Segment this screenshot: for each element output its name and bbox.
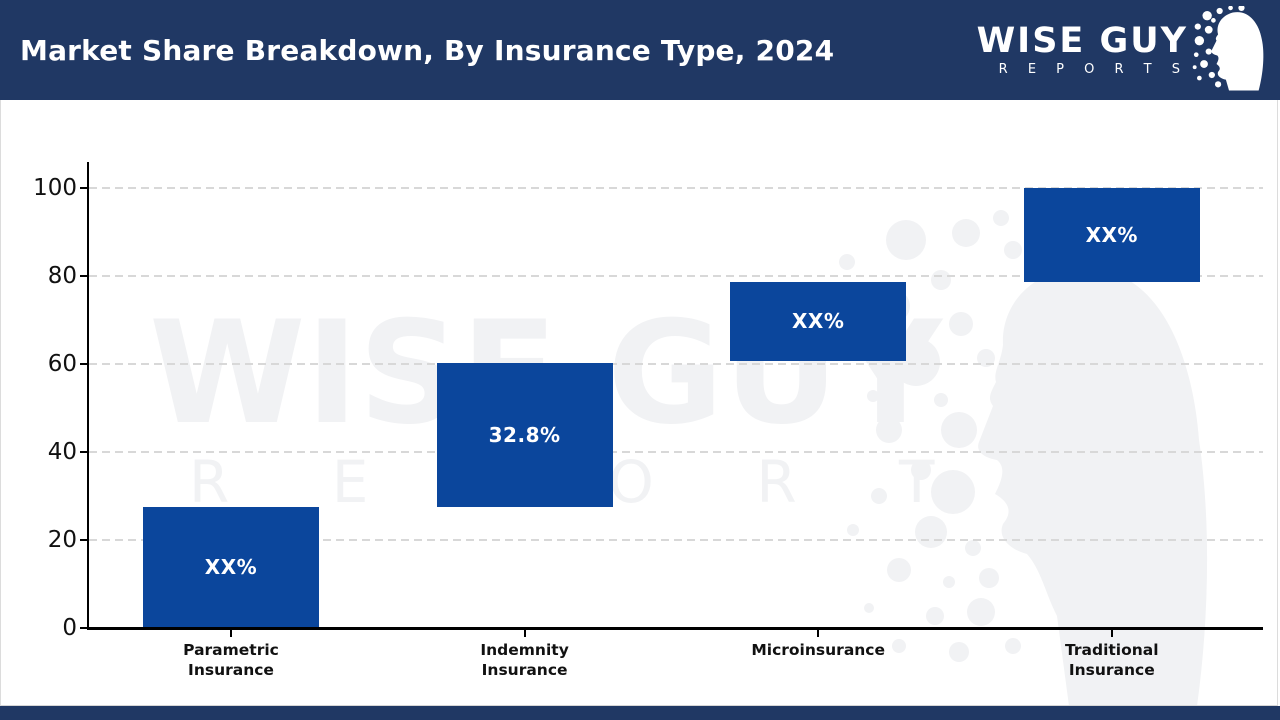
gridline (89, 274, 1263, 277)
y-tick-mark (80, 626, 87, 629)
y-tick-mark (80, 450, 87, 453)
gridline (89, 450, 1263, 453)
x-axis-line (87, 627, 1263, 630)
x-tick-mark (1110, 630, 1113, 637)
chart-title: Market Share Breakdown, By Insurance Typ… (20, 33, 835, 67)
y-tick-label: 100 (33, 174, 77, 201)
x-tick-mark (230, 630, 232, 637)
bar-segment: XX% (730, 282, 907, 361)
x-category-label: Indemnity Insurance (395, 640, 655, 681)
y-tick-label: 60 (47, 350, 77, 377)
gridline (89, 186, 1263, 189)
header-bar: Market Share Breakdown, By Insurance Typ… (0, 0, 1280, 100)
watermark-head-profile (978, 267, 1208, 705)
x-category-label-line: Microinsurance (751, 641, 886, 659)
x-category-label: Parametric Insurance (101, 640, 361, 681)
bar-value-label: XX% (1085, 222, 1138, 247)
logo-subtitle: R E P O R T S (998, 61, 1188, 77)
y-tick-label: 40 (47, 438, 77, 465)
y-tick-mark (80, 538, 87, 541)
y-axis-line (87, 162, 89, 630)
gridline (89, 362, 1263, 365)
watermark-subtitle: R E P O R T S (189, 448, 1116, 516)
y-tick-mark (80, 186, 87, 189)
logo-wordmark: WISE GUY (976, 20, 1188, 61)
x-category-label-line: Insurance (188, 661, 274, 680)
gridline (89, 538, 1263, 541)
x-tick-mark (523, 630, 526, 637)
bar-segment: 32.8% (436, 363, 613, 508)
x-category-label-line: Insurance (1068, 661, 1155, 680)
x-category-label-line: Insurance (481, 661, 568, 680)
y-tick-mark (80, 362, 87, 365)
wise-guy-reports-logo: WISE GUY R E P O R T S (977, 0, 1268, 100)
x-category-label-line: Traditional (1065, 641, 1159, 659)
x-tick-mark (817, 630, 820, 637)
bar-segment: XX% (143, 507, 319, 628)
y-tick-label: 0 (62, 614, 77, 641)
x-category-label: Traditional Insurance (982, 640, 1242, 681)
bar-segment: XX% (1023, 187, 1200, 283)
x-category-label: Microinsurance (688, 640, 948, 660)
bar-value-label: 32.8% (488, 423, 561, 448)
plot-area: WISE GUY R E P O R T S 0 20 40 60 80 100 XX% Pa… (0, 100, 1278, 706)
y-tick-mark (80, 274, 87, 277)
dotted-head-icon (1192, 6, 1264, 91)
x-category-label-line: Parametric (183, 641, 279, 659)
x-category-label-line: Indemnity (480, 641, 569, 659)
bar-value-label: XX% (204, 555, 258, 580)
bar-value-label: XX% (791, 309, 845, 334)
y-tick-label: 80 (47, 262, 77, 289)
y-tick-label: 20 (47, 526, 77, 553)
footer-bar (0, 706, 1280, 720)
logo-text: WISE GUY R E P O R T S (976, 20, 1188, 77)
